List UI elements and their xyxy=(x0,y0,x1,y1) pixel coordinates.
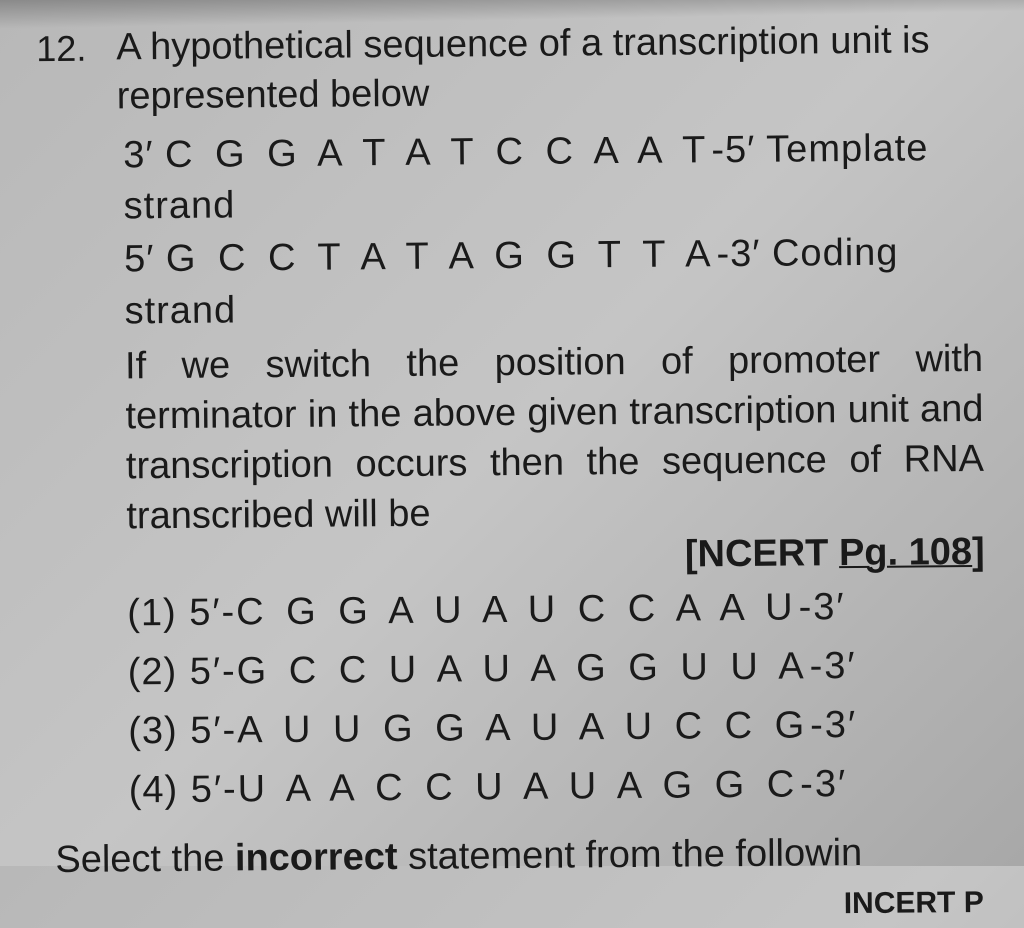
followup-prefix: Select the xyxy=(55,838,235,882)
option-4-seq: U A A C C U A U A G G C xyxy=(238,764,801,811)
option-3-suffix: -3′ xyxy=(810,704,857,746)
question-header: 12. A hypothetical sequence of a transcr… xyxy=(36,16,981,123)
followup-question: Select the incorrect statement from the … xyxy=(55,828,987,886)
page-content: 12. A hypothetical sequence of a transcr… xyxy=(36,16,988,928)
option-3-prefix: 5′- xyxy=(190,709,237,751)
template-prefix: 3′ xyxy=(123,134,154,176)
option-1-suffix: -3′ xyxy=(798,586,845,628)
option-1-label: (1) xyxy=(127,592,177,634)
coding-prefix: 5′ xyxy=(124,238,155,280)
option-2-seq: G C C U A U A G G U U A xyxy=(236,645,809,692)
sequences-block: 3′ C G G A T A T C C A A T-5′ Template s… xyxy=(123,123,985,581)
coding-seq: G C C T A T A G G T T A xyxy=(166,234,717,281)
ncert-page: Pg. 108 xyxy=(839,531,972,574)
stem-line-1: A hypothetical sequence of a transcripti… xyxy=(116,19,930,68)
option-3-label: (3) xyxy=(128,710,178,752)
option-4-suffix: -3′ xyxy=(800,763,847,805)
question-stem: A hypothetical sequence of a transcripti… xyxy=(116,16,981,122)
option-2-prefix: 5′- xyxy=(190,650,237,692)
option-2: (2) 5′-G C C U A U A G G U U A-3′ xyxy=(128,639,986,700)
template-seq: C G G A T A T C C A A T xyxy=(165,129,712,176)
question-body: If we switch the position of promoter wi… xyxy=(125,334,985,542)
stem-line-2: represented below xyxy=(117,73,430,118)
coding-strand: 5′ G C C T A T A G G T T A-3′ Coding str… xyxy=(124,227,983,337)
template-strand: 3′ C G G A T A T C C A A T-5′ Template s… xyxy=(123,123,982,233)
option-4-label: (4) xyxy=(129,769,179,811)
option-1: (1) 5′-C G G A U A U C C A A U-3′ xyxy=(127,579,985,640)
option-3: (3) 5′-A U U G G A U A U C C G-3′ xyxy=(128,698,986,759)
option-4-prefix: 5′- xyxy=(191,769,238,811)
option-3-seq: A U U G G A U A U C C G xyxy=(237,704,810,751)
partial-ncert-ref: INCERT P xyxy=(44,886,988,928)
option-1-prefix: 5′- xyxy=(189,591,236,633)
option-2-label: (2) xyxy=(128,651,178,693)
option-1-seq: C G G A U A U C C A A U xyxy=(236,586,799,633)
question-number: 12. xyxy=(36,24,97,123)
followup-bold: incorrect xyxy=(235,836,398,879)
option-4: (4) 5′-U A A C C U A U A G G C-3′ xyxy=(129,757,987,818)
followup-suffix: statement from the followin xyxy=(397,832,862,878)
option-2-suffix: -3′ xyxy=(809,645,856,687)
